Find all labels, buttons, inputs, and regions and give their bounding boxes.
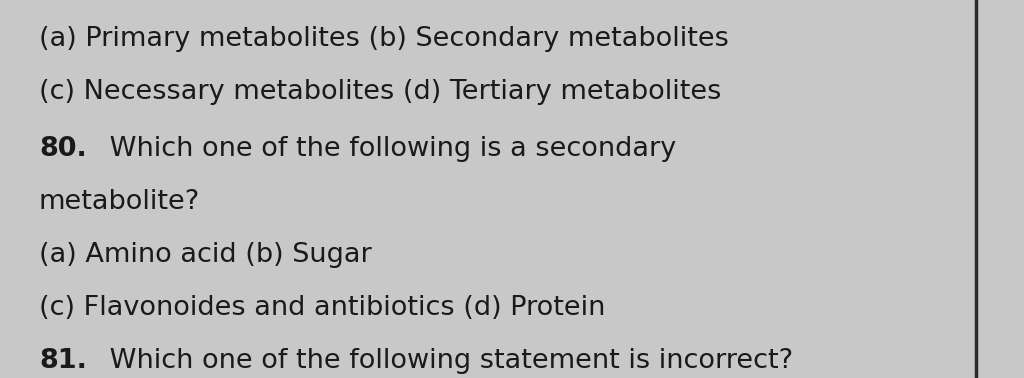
Text: Which one of the following is a secondary: Which one of the following is a secondar…: [100, 136, 676, 162]
Text: (c) Necessary metabolites (d) Tertiary metabolites: (c) Necessary metabolites (d) Tertiary m…: [39, 79, 721, 105]
Text: 81.: 81.: [39, 348, 87, 374]
Text: Which one of the following statement is incorrect?: Which one of the following statement is …: [100, 348, 793, 374]
Text: (a) Primary metabolites (b) Secondary metabolites: (a) Primary metabolites (b) Secondary me…: [39, 26, 729, 53]
Text: 80.: 80.: [39, 136, 87, 162]
Text: (c) Flavonoides and antibiotics (d) Protein: (c) Flavonoides and antibiotics (d) Prot…: [39, 295, 605, 321]
Text: metabolite?: metabolite?: [39, 189, 200, 215]
Text: (a) Amino acid (b) Sugar: (a) Amino acid (b) Sugar: [39, 242, 372, 268]
